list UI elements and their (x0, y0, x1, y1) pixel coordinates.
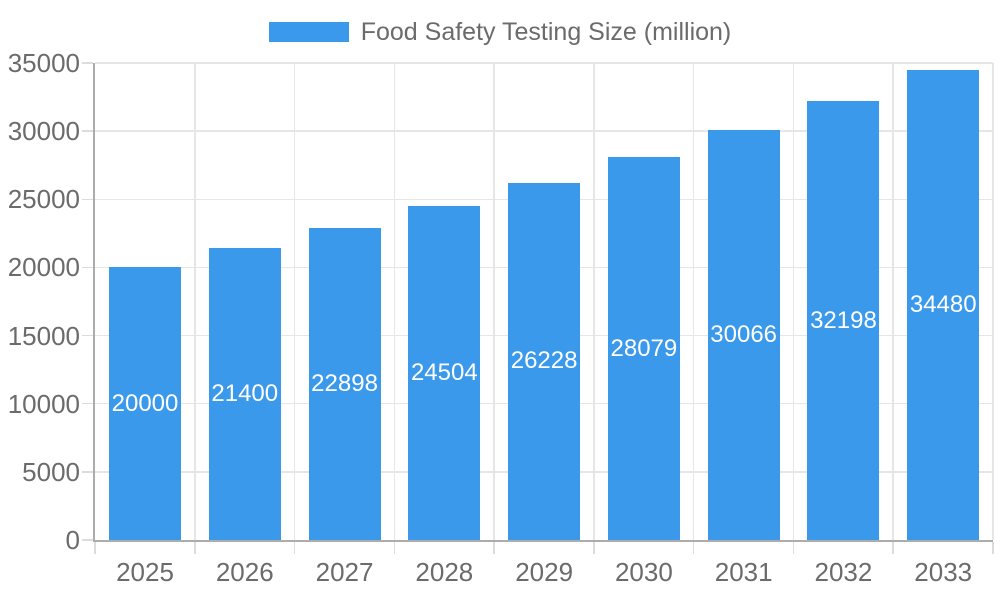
bar-slot: 34480 (893, 63, 993, 540)
gridline-vertical (194, 63, 196, 540)
gridline-vertical (293, 63, 296, 540)
x-axis-tick-label: 2033 (914, 557, 973, 587)
legend-label[interactable]: Food Safety Testing Size (million) (360, 18, 732, 46)
x-axis-tick-label: 2025 (116, 557, 174, 587)
x-axis-tick (393, 542, 396, 554)
y-axis-tick (82, 402, 93, 405)
y-axis-tick (82, 130, 93, 132)
bar: 24504 (408, 206, 481, 540)
x-axis-tick (194, 542, 196, 554)
gridline-vertical (892, 63, 894, 540)
gridline-horizontal (95, 130, 993, 132)
x-axis-tick-label: 2027 (315, 557, 374, 587)
bar-slot: 30066 (694, 63, 794, 540)
y-axis-tick-label: 0 (65, 525, 80, 555)
x-axis-tick-label: 2029 (515, 557, 574, 587)
gridline-vertical (792, 63, 795, 540)
x-axis-tick (992, 542, 994, 554)
bar: 32198 (807, 101, 880, 540)
bar-slot: 24504 (394, 63, 494, 540)
bar-value-label: 22898 (311, 369, 378, 397)
x-axis-line (93, 540, 993, 542)
legend: Food Safety Testing Size (million) (0, 16, 1000, 48)
bar-slot: 22898 (295, 63, 395, 540)
y-axis-tick-label: 25000 (7, 184, 80, 215)
y-axis-tick-label: 20000 (7, 252, 80, 283)
gridline-vertical (992, 63, 994, 540)
y-axis-tick-label: 30000 (7, 116, 80, 147)
bar-slot: 32198 (793, 63, 893, 540)
bar: 21400 (208, 248, 281, 540)
bar: 26228 (508, 182, 581, 540)
bar-value-label: 32198 (810, 306, 877, 334)
bar-slot: 28079 (594, 63, 694, 540)
y-axis-tick (82, 198, 93, 201)
y-axis-labels: 0 5000 10000 15000 20000 25000 30000 35000 (0, 48, 80, 555)
bar: 20000 (109, 267, 181, 540)
bar-value-label: 20000 (111, 389, 179, 417)
y-axis-tick (82, 471, 93, 473)
gridline-vertical (393, 63, 396, 540)
bar: 34480 (907, 70, 980, 540)
x-axis-tick (692, 542, 695, 554)
bar-slot: 26228 (494, 63, 594, 540)
bar-value-label: 34480 (909, 291, 977, 319)
x-axis-tick (892, 542, 894, 554)
bar-slot: 20000 (95, 63, 195, 540)
x-axis-tick-label: 2030 (614, 557, 673, 587)
x-axis-tick-label: 2028 (415, 557, 474, 587)
x-axis-tick-label: 2026 (215, 557, 274, 587)
bar: 28079 (607, 157, 680, 540)
y-axis-tick (82, 266, 93, 269)
x-axis-tick-label: 2032 (814, 557, 873, 587)
x-axis-tick (792, 542, 795, 554)
bar-value-label: 21400 (211, 380, 279, 408)
y-axis-tick-label: 5000 (22, 456, 80, 487)
gridline-horizontal (95, 62, 993, 64)
gridline-vertical (493, 63, 495, 540)
plot-area: 20000 21400 22898 24504 26228 28079 30066 32198… (82, 62, 994, 554)
bar-value-label: 24504 (410, 359, 478, 387)
bar-slot: 21400 (195, 63, 295, 540)
x-axis-tick (94, 542, 96, 554)
gridline-vertical (692, 63, 695, 540)
y-axis-line (93, 63, 95, 542)
bar-value-label: 26228 (510, 347, 578, 375)
x-axis-tick (293, 542, 296, 554)
gridline-vertical (593, 63, 595, 540)
x-axis-labels: 2025 2026 2027 2028 2029 2030 2031 2032 2033 (95, 554, 993, 590)
bar-value-label: 28079 (610, 334, 678, 362)
x-axis-tick (493, 542, 495, 554)
y-axis-tick (82, 62, 93, 64)
y-axis-tick-label: 35000 (7, 48, 80, 78)
bar-value-label: 30066 (710, 321, 778, 349)
bar: 22898 (308, 227, 381, 540)
x-axis-tick-label: 2031 (714, 557, 773, 587)
y-axis-tick-label: 10000 (7, 388, 80, 419)
legend-swatch-icon[interactable] (268, 22, 349, 42)
y-axis-tick-label: 15000 (7, 320, 80, 351)
y-axis-tick (82, 334, 93, 337)
x-axis-tick (593, 542, 595, 554)
y-axis-tick (82, 539, 93, 541)
bar: 30066 (707, 130, 780, 540)
